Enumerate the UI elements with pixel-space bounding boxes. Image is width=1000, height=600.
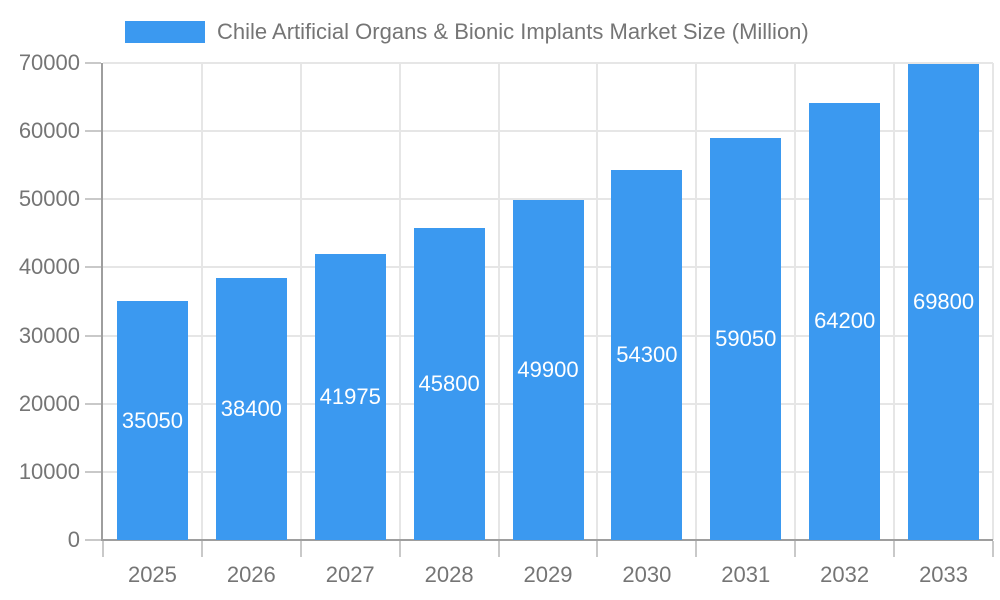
y-axis-tick <box>85 334 101 337</box>
x-axis-tick <box>596 541 599 557</box>
x-axis-tick <box>695 541 698 557</box>
x-axis-tick <box>398 541 401 557</box>
x-axis-label: 2032 <box>820 562 870 587</box>
y-axis-label: 20000 <box>18 390 80 416</box>
gridline-vertical <box>794 63 797 540</box>
x-axis-label: 2029 <box>523 562 573 587</box>
bar[interactable]: 59050 <box>710 137 782 540</box>
x-axis-tick <box>200 541 203 557</box>
gridline-horizontal <box>103 130 993 133</box>
gridline-vertical <box>695 63 698 540</box>
x-axis-label: 2031 <box>721 562 771 587</box>
gridline-horizontal <box>103 62 993 64</box>
y-axis-tick <box>85 470 101 473</box>
x-axis-tick <box>893 541 896 557</box>
y-axis-label: 40000 <box>18 254 80 280</box>
x-axis-tick <box>497 541 500 557</box>
bar-value-label: 69800 <box>912 289 975 315</box>
bar-value-label: 64200 <box>814 308 876 334</box>
bar[interactable]: 41975 <box>314 253 386 540</box>
y-axis-tick <box>85 62 101 64</box>
gridline-horizontal <box>103 198 993 201</box>
x-axis-line <box>101 539 993 541</box>
y-axis-label: 30000 <box>18 322 80 348</box>
gridline-vertical <box>398 63 401 540</box>
y-axis-tick <box>85 130 101 133</box>
gridline-vertical <box>200 63 203 540</box>
bar-value-label: 41975 <box>319 383 381 409</box>
y-axis-tick <box>85 402 101 405</box>
bar-value-label: 45800 <box>418 370 480 396</box>
bar[interactable]: 45800 <box>413 227 485 540</box>
gridline-vertical <box>893 63 896 540</box>
x-axis-label: 2033 <box>919 562 969 587</box>
x-axis-tick <box>299 541 302 557</box>
gridline-vertical <box>992 63 994 540</box>
x-axis-label: 2026 <box>226 562 276 587</box>
x-axis-tick <box>102 541 104 557</box>
bar[interactable]: 35050 <box>116 301 188 540</box>
x-axis-label: 2030 <box>622 562 672 587</box>
legend-item[interactable]: Chile Artificial Organs & Bionic Implant… <box>125 19 809 44</box>
y-axis-tick <box>85 266 101 269</box>
gridline-vertical <box>596 63 599 540</box>
x-axis-label: 2025 <box>127 562 177 587</box>
gridline-vertical <box>299 63 302 540</box>
bar[interactable]: 69800 <box>908 64 980 540</box>
y-axis-label: 0 <box>67 527 80 552</box>
y-axis-label: 50000 <box>18 186 80 212</box>
bar[interactable]: 64200 <box>809 102 881 540</box>
x-axis-label: 2028 <box>424 562 474 587</box>
gridline-vertical <box>497 63 500 540</box>
y-axis-tick <box>85 198 101 201</box>
bar[interactable]: 49900 <box>512 199 584 540</box>
bar-value-label: 59050 <box>715 325 777 351</box>
y-axis-label: 60000 <box>18 118 80 144</box>
bar-value-label: 35050 <box>121 407 184 433</box>
bar-value-label: 38400 <box>220 396 282 422</box>
bar[interactable]: 54300 <box>611 169 683 540</box>
legend-label: Chile Artificial Organs & Bionic Implant… <box>217 19 809 44</box>
legend-swatch <box>125 21 205 43</box>
y-axis-label: 10000 <box>18 458 80 484</box>
y-axis-tick <box>85 539 101 541</box>
bar[interactable]: 38400 <box>215 278 287 540</box>
y-axis-line <box>101 63 103 540</box>
bar-value-label: 49900 <box>517 356 579 382</box>
bar-value-label: 54300 <box>616 341 678 367</box>
x-axis-tick <box>992 541 994 557</box>
x-axis-label: 2027 <box>325 562 375 587</box>
x-axis-tick <box>794 541 797 557</box>
y-axis-label: 70000 <box>18 50 80 75</box>
